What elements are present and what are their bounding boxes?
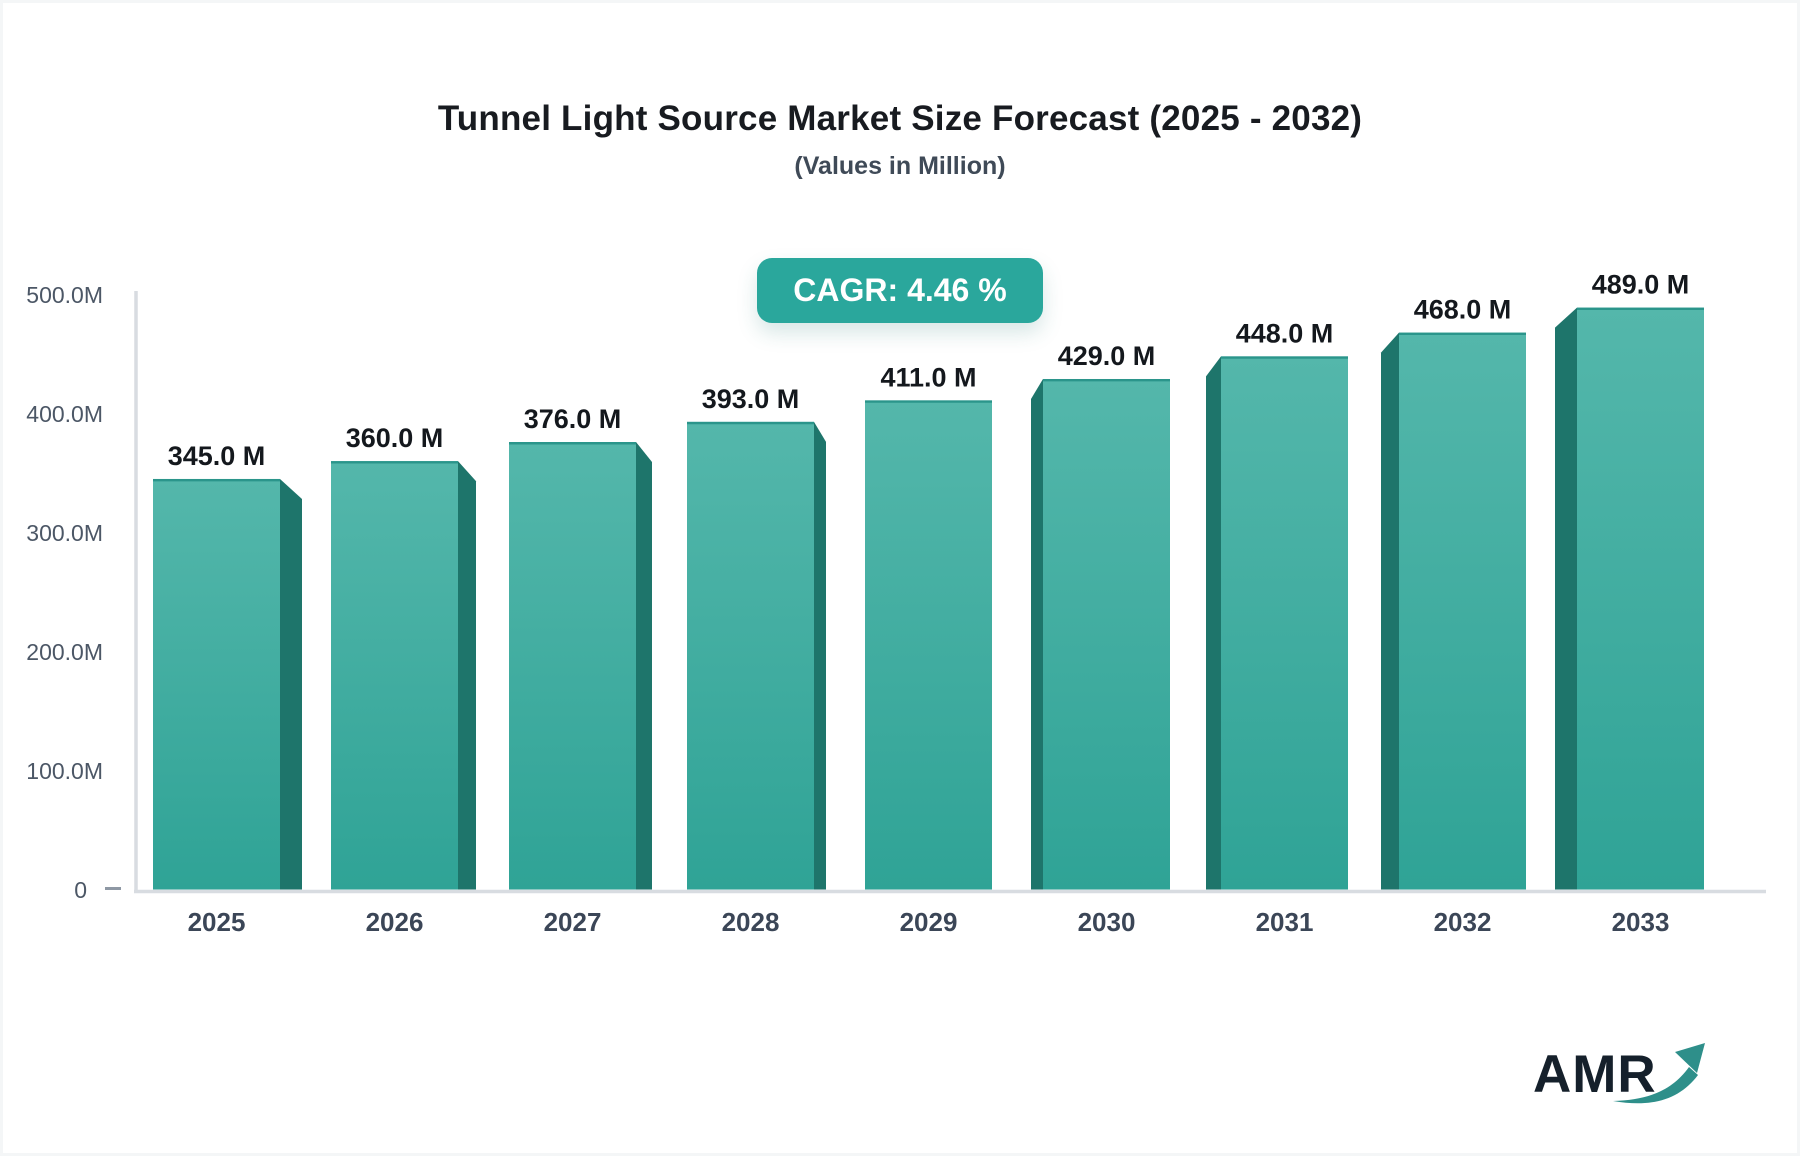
x-axis-year-label: 2032 [1434, 907, 1492, 937]
chart-title: Tunnel Light Source Market Size Forecast… [437, 99, 1363, 138]
bar [153, 478, 280, 890]
bar-side-face [636, 442, 652, 890]
cagr-badge: CAGR: 4.46 % [757, 258, 1043, 323]
bar [1221, 356, 1348, 890]
bar-side-face [1381, 332, 1399, 890]
x-axis-year-label: 2026 [366, 907, 424, 937]
bar [331, 461, 458, 890]
amr-logo-text: AMR [1533, 1045, 1657, 1104]
y-tick-label: 300.0M [26, 520, 103, 546]
bar [1577, 307, 1704, 890]
chart-subtitle: (Values in Million) [794, 152, 1006, 180]
cagr-badge-row: CAGR: 4.46 % [3, 258, 1797, 323]
x-axis-year-label: 2028 [722, 907, 780, 937]
x-axis-year-label: 2031 [1256, 907, 1314, 937]
bar-side-face [458, 461, 476, 890]
bar-side-face [1031, 378, 1043, 890]
bar-value-label: 429.0 M [1058, 341, 1156, 371]
bar-value-label: 345.0 M [168, 441, 266, 471]
bar-value-label: 360.0 M [346, 423, 444, 453]
y-tick-label: 200.0M [26, 639, 103, 665]
x-axis-year-label: 2030 [1078, 907, 1136, 937]
bar-value-label: 489.0 M [1592, 270, 1690, 300]
bar-side-face [1206, 356, 1221, 890]
bar [1399, 332, 1526, 890]
y-tick-label: 400.0M [26, 401, 103, 427]
bar-side-face [814, 421, 826, 890]
bar-chart: 0 100.0M 200.0M 300.0M 400.0M 500.0M 345.0 M 20… [26, 270, 1766, 937]
x-axis-year-label: 2025 [188, 907, 246, 937]
x-axis-year-label: 2027 [544, 907, 602, 937]
bar-value-label: 448.0 M [1236, 318, 1334, 348]
bar-value-label: 376.0 M [524, 404, 622, 434]
y-tick-label: 500.0M [26, 282, 103, 308]
x-axis-year-label: 2029 [900, 907, 958, 937]
bar [687, 421, 814, 890]
logo-arrowhead-icon [1675, 1043, 1705, 1073]
bar-value-label: 468.0 M [1414, 295, 1512, 325]
bar [1043, 378, 1170, 890]
bar [509, 442, 636, 890]
y-tick-label: 0 [74, 877, 87, 903]
amr-logo: AMR [1533, 1043, 1705, 1104]
logo-arrow-icon [1613, 1067, 1698, 1104]
bar-value-label: 411.0 M [880, 362, 976, 392]
bar-value-label: 393.0 M [702, 384, 800, 414]
bar [865, 400, 992, 890]
bar-side-face [1555, 307, 1577, 890]
y-tick-label: 100.0M [26, 758, 103, 784]
bar-side-face [280, 478, 302, 890]
x-axis-year-label: 2033 [1612, 907, 1670, 937]
